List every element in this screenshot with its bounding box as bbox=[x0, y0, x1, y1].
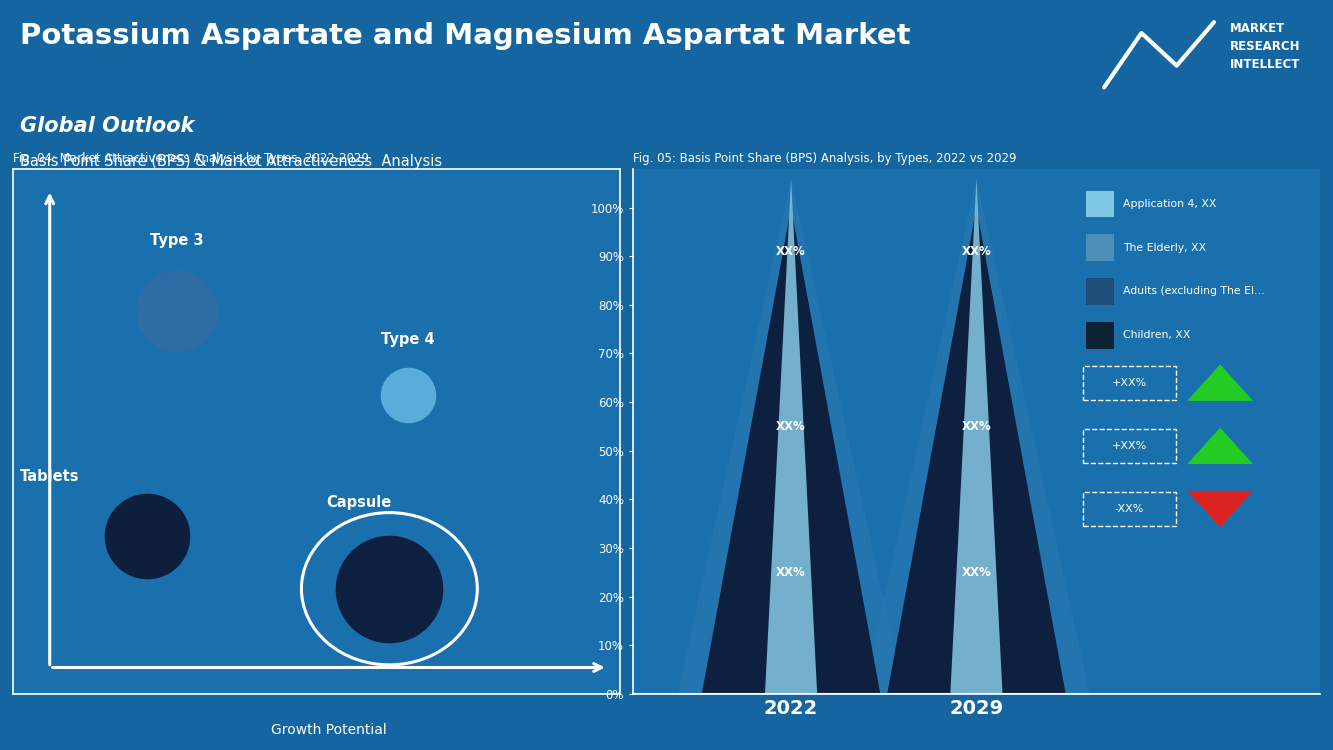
Bar bbox=[1086, 278, 1114, 304]
Bar bbox=[1082, 429, 1176, 463]
Text: Growth Potential: Growth Potential bbox=[271, 723, 387, 736]
Bar bbox=[1086, 190, 1114, 217]
Polygon shape bbox=[765, 178, 817, 694]
Text: Global Outlook: Global Outlook bbox=[20, 116, 195, 136]
Text: XX%: XX% bbox=[776, 245, 806, 258]
Text: +XX%: +XX% bbox=[1112, 441, 1146, 451]
Point bbox=[167, 304, 188, 316]
Polygon shape bbox=[864, 178, 1089, 694]
Bar bbox=[1082, 366, 1176, 400]
Text: Application 4, XX: Application 4, XX bbox=[1122, 199, 1216, 208]
Bar bbox=[1082, 492, 1176, 526]
Text: +XX%: +XX% bbox=[1112, 378, 1146, 388]
Polygon shape bbox=[1188, 427, 1253, 464]
Text: Adults (excluding The El…: Adults (excluding The El… bbox=[1122, 286, 1265, 296]
Text: XX%: XX% bbox=[961, 566, 992, 579]
Polygon shape bbox=[1188, 364, 1253, 400]
Text: Fig. 04: Market Attractiveness Analysis by Types, 2022-2029: Fig. 04: Market Attractiveness Analysis … bbox=[13, 152, 369, 165]
Text: Capsule: Capsule bbox=[327, 495, 392, 510]
Point bbox=[136, 530, 157, 542]
Polygon shape bbox=[701, 208, 880, 694]
Text: The Elderly, XX: The Elderly, XX bbox=[1122, 242, 1206, 253]
Text: XX%: XX% bbox=[961, 420, 992, 433]
Text: XX%: XX% bbox=[776, 420, 806, 433]
Bar bbox=[1086, 322, 1114, 349]
Point bbox=[379, 583, 400, 595]
Polygon shape bbox=[1188, 490, 1253, 527]
Text: Potassium Aspartate and Magnesium Aspartat Market: Potassium Aspartate and Magnesium Aspart… bbox=[20, 22, 910, 50]
Point bbox=[397, 388, 419, 400]
Text: Tablets: Tablets bbox=[20, 469, 80, 484]
Text: XX%: XX% bbox=[776, 566, 806, 579]
Text: MARKET
RESEARCH
INTELLECT: MARKET RESEARCH INTELLECT bbox=[1229, 22, 1300, 70]
Text: XX%: XX% bbox=[961, 245, 992, 258]
Text: Type 3: Type 3 bbox=[151, 232, 204, 248]
Text: Type 4: Type 4 bbox=[381, 332, 435, 347]
Polygon shape bbox=[888, 208, 1065, 694]
Text: Basis Point Share (BPS) & Market Attractiveness  Analysis: Basis Point Share (BPS) & Market Attract… bbox=[20, 154, 443, 169]
Text: Fig. 05: Basis Point Share (BPS) Analysis, by Types, 2022 vs 2029: Fig. 05: Basis Point Share (BPS) Analysi… bbox=[633, 152, 1017, 165]
Polygon shape bbox=[677, 178, 904, 694]
Polygon shape bbox=[950, 178, 1002, 694]
Text: -XX%: -XX% bbox=[1114, 504, 1144, 514]
Text: Children, XX: Children, XX bbox=[1122, 330, 1190, 340]
Bar bbox=[1086, 235, 1114, 261]
